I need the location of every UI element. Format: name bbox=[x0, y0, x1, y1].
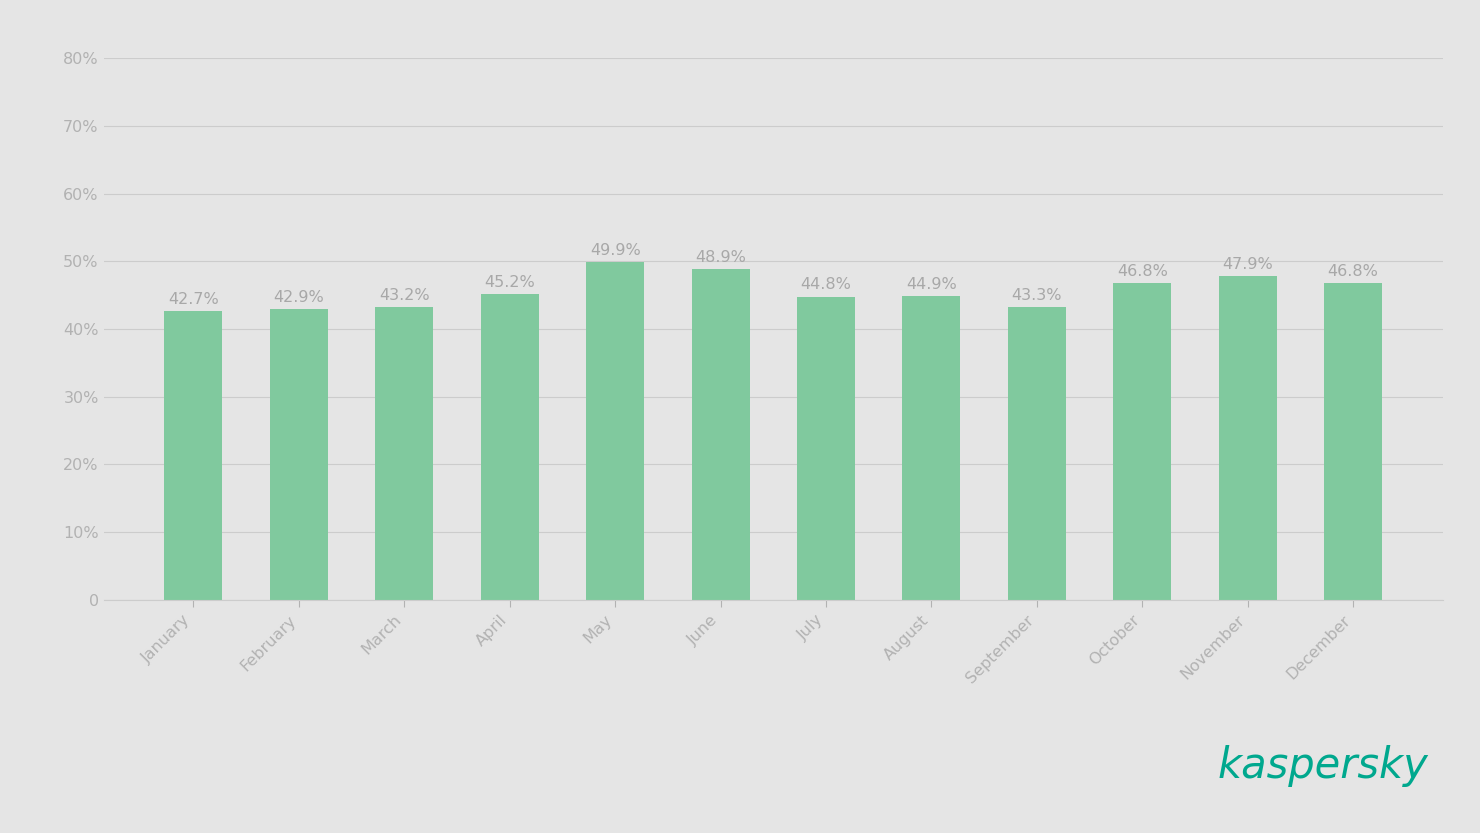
Bar bbox=[1113, 283, 1171, 600]
Text: 43.3%: 43.3% bbox=[1012, 287, 1063, 302]
Bar bbox=[691, 269, 749, 600]
Text: 49.9%: 49.9% bbox=[591, 243, 641, 258]
Bar bbox=[1218, 276, 1277, 600]
Bar bbox=[903, 296, 961, 600]
Bar bbox=[164, 311, 222, 600]
Text: 43.2%: 43.2% bbox=[379, 288, 429, 303]
Bar bbox=[586, 262, 644, 600]
Text: 42.9%: 42.9% bbox=[274, 291, 324, 306]
Bar bbox=[269, 309, 329, 600]
Text: 45.2%: 45.2% bbox=[484, 275, 536, 290]
Bar bbox=[798, 297, 855, 600]
Text: 44.8%: 44.8% bbox=[801, 277, 851, 292]
Text: 44.9%: 44.9% bbox=[906, 277, 956, 292]
Text: 46.8%: 46.8% bbox=[1117, 264, 1168, 279]
Text: kaspersky: kaspersky bbox=[1218, 746, 1428, 787]
Text: 47.9%: 47.9% bbox=[1222, 257, 1273, 272]
Text: 42.7%: 42.7% bbox=[169, 292, 219, 307]
Bar bbox=[1325, 283, 1382, 600]
Text: 48.9%: 48.9% bbox=[696, 250, 746, 265]
Bar bbox=[481, 294, 539, 600]
Text: 46.8%: 46.8% bbox=[1328, 264, 1378, 279]
Bar bbox=[376, 307, 434, 600]
Bar bbox=[1008, 307, 1066, 600]
